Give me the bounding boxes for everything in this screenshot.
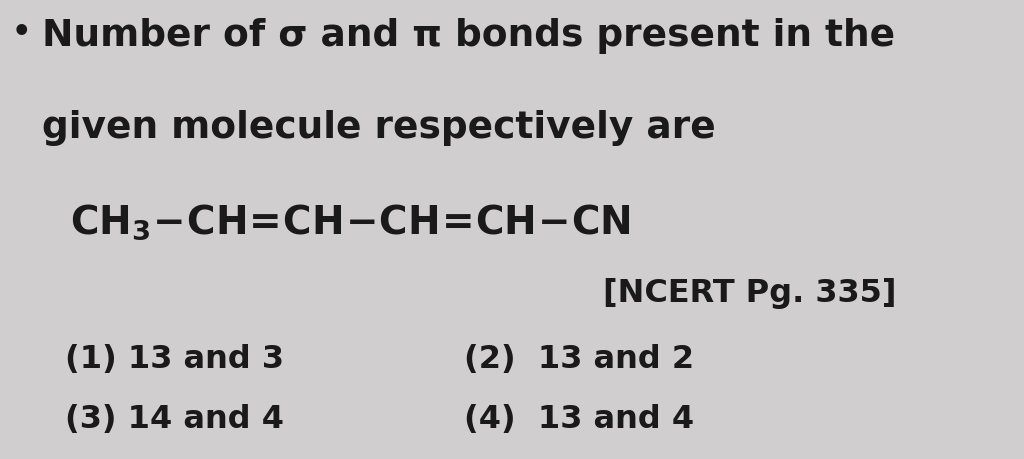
Text: $\mathbf{CH_3\!-\!CH\!=\!CH\!-\!CH\!=\!CH\!-\!CN}$: $\mathbf{CH_3\!-\!CH\!=\!CH\!-\!CH\!=\!C… xyxy=(70,202,631,241)
Text: •: • xyxy=(11,18,31,47)
Text: [NCERT Pg. 335]: [NCERT Pg. 335] xyxy=(603,278,896,308)
Text: (4)  13 and 4: (4) 13 and 4 xyxy=(464,403,694,434)
Text: (3) 14 and 4: (3) 14 and 4 xyxy=(65,403,284,434)
Text: (2)  13 and 2: (2) 13 and 2 xyxy=(464,343,694,374)
Text: given molecule respectively are: given molecule respectively are xyxy=(42,110,716,146)
Text: (1) 13 and 3: (1) 13 and 3 xyxy=(65,343,284,374)
Text: Number of σ and π bonds present in the: Number of σ and π bonds present in the xyxy=(42,18,895,54)
